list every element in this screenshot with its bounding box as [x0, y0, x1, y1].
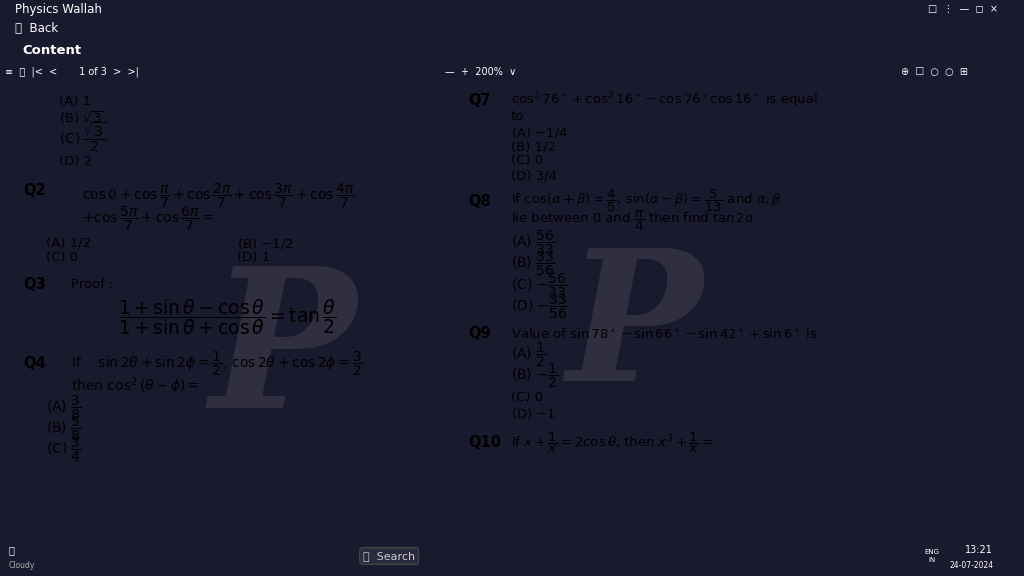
Text: If $x + \dfrac{1}{x} = 2\cos\theta$, then $x^3 + \dfrac{1}{x} =$: If $x + \dfrac{1}{x} = 2\cos\theta$, the… [511, 431, 713, 455]
Text: (B) $-\dfrac{1}{2}$: (B) $-\dfrac{1}{2}$ [511, 362, 558, 391]
Text: lie between $0$ and $\dfrac{\pi}{4}$ then find $\tan 2\alpha$: lie between $0$ and $\dfrac{\pi}{4}$ the… [511, 209, 755, 233]
Text: Q4: Q4 [23, 356, 45, 371]
Text: Q7: Q7 [468, 93, 492, 108]
Text: ⊕  ☐  ○  ○  ⊞: ⊕ ☐ ○ ○ ⊞ [901, 67, 968, 77]
Text: P: P [566, 244, 702, 420]
Text: 🔍  Search: 🔍 Search [364, 551, 415, 561]
Text: Value of $\sin 78^\circ - \sin 66^\circ - \sin 42^\circ + \sin 6^\circ$ is: Value of $\sin 78^\circ - \sin 66^\circ … [511, 327, 817, 341]
Text: (A) $\dfrac{1}{2}$: (A) $\dfrac{1}{2}$ [511, 340, 547, 369]
Text: If $\quad \sin 2\theta + \sin 2\phi = \dfrac{1}{2},\, \cos 2\theta + \cos 2\phi : If $\quad \sin 2\theta + \sin 2\phi = \d… [71, 349, 362, 378]
Text: then $\cos^2(\theta - \phi) =$: then $\cos^2(\theta - \phi) =$ [71, 376, 200, 397]
Text: Content: Content [23, 44, 82, 58]
Text: 24-07-2024: 24-07-2024 [949, 562, 993, 570]
Text: $\dfrac{1 + \sin\theta - \cos\theta}{1 + \sin\theta + \cos\theta} = \tan\dfrac{\: $\dfrac{1 + \sin\theta - \cos\theta}{1 +… [119, 297, 337, 337]
Text: Physics Wallah: Physics Wallah [15, 2, 102, 16]
Text: ENG
IN: ENG IN [925, 550, 939, 563]
Text: (A) 1: (A) 1 [59, 96, 91, 108]
Text: (B) $\dfrac{33}{56}$: (B) $\dfrac{33}{56}$ [511, 249, 555, 278]
Text: □  ⋮  —  ◻  ×: □ ⋮ — ◻ × [929, 4, 998, 14]
Text: 🌥: 🌥 [8, 545, 14, 555]
Text: 〈  Back: 〈 Back [15, 22, 58, 36]
Text: (C) $-\dfrac{56}{33}$: (C) $-\dfrac{56}{33}$ [511, 271, 567, 300]
Text: ≡  🔍  |<  <       1 of 3  >  >|: ≡ 🔍 |< < 1 of 3 > >| [5, 67, 139, 77]
Text: (A) 1/2: (A) 1/2 [46, 237, 91, 249]
Text: $\cos 0 + \cos\dfrac{\pi}{7} + \cos\dfrac{2\pi}{7} + \cos\dfrac{3\pi}{7} + \cos\: $\cos 0 + \cos\dfrac{\pi}{7} + \cos\dfra… [82, 181, 354, 210]
Text: Q10: Q10 [468, 435, 502, 450]
Text: (D) $-1$: (D) $-1$ [511, 406, 556, 421]
Text: —  +  200%  ∨: — + 200% ∨ [445, 67, 517, 77]
Text: $\cos^2 76^\circ + \cos^2 16^\circ - \cos 76^\circ \cos 16^\circ$ is equal: $\cos^2 76^\circ + \cos^2 16^\circ - \co… [511, 90, 817, 110]
Text: If $\cos(\alpha+\beta) = \dfrac{4}{5},\, \sin(\alpha-\beta) = \dfrac{5}{13}$ and: If $\cos(\alpha+\beta) = \dfrac{4}{5},\,… [511, 188, 781, 214]
Text: (C) 0: (C) 0 [46, 251, 78, 264]
Text: (D) $-\dfrac{33}{56}$: (D) $-\dfrac{33}{56}$ [511, 293, 568, 321]
Text: (B) $-1/2$: (B) $-1/2$ [237, 236, 293, 251]
Text: Proof :: Proof : [71, 278, 114, 290]
Text: (B) $\sqrt{3}$: (B) $\sqrt{3}$ [59, 109, 105, 126]
Text: $+ \cos\dfrac{5\pi}{7} + \cos\dfrac{6\pi}{7} =$: $+ \cos\dfrac{5\pi}{7} + \cos\dfrac{6\pi… [82, 205, 215, 233]
Text: (C) $\dfrac{3}{4}$: (C) $\dfrac{3}{4}$ [46, 435, 81, 464]
Text: to: to [511, 111, 524, 123]
Text: (C) 0: (C) 0 [511, 154, 543, 168]
Text: (A) $\dfrac{3}{8}$: (A) $\dfrac{3}{8}$ [46, 394, 81, 422]
Text: (A) $-1/4$: (A) $-1/4$ [511, 126, 568, 141]
Text: (D) 3/4: (D) 3/4 [511, 169, 557, 183]
Text: Q9: Q9 [468, 327, 492, 342]
Text: (B) 1/2: (B) 1/2 [511, 141, 556, 153]
Text: (D) 1: (D) 1 [237, 251, 270, 264]
Text: Q2: Q2 [23, 183, 45, 198]
Text: P: P [209, 260, 355, 449]
Text: (B) $\dfrac{5}{8}$: (B) $\dfrac{5}{8}$ [46, 415, 81, 443]
Text: Q8: Q8 [468, 194, 492, 209]
Text: (C) 0: (C) 0 [511, 391, 543, 404]
Text: (D) 2: (D) 2 [59, 155, 92, 168]
Text: (A) $\dfrac{56}{33}$: (A) $\dfrac{56}{33}$ [511, 229, 555, 257]
Text: Cloudy: Cloudy [8, 562, 35, 570]
Text: 13:21: 13:21 [966, 545, 993, 555]
Text: Q3: Q3 [23, 276, 45, 291]
Text: (C) $\dfrac{\sqrt{3}}{2}$: (C) $\dfrac{\sqrt{3}}{2}$ [59, 122, 106, 154]
